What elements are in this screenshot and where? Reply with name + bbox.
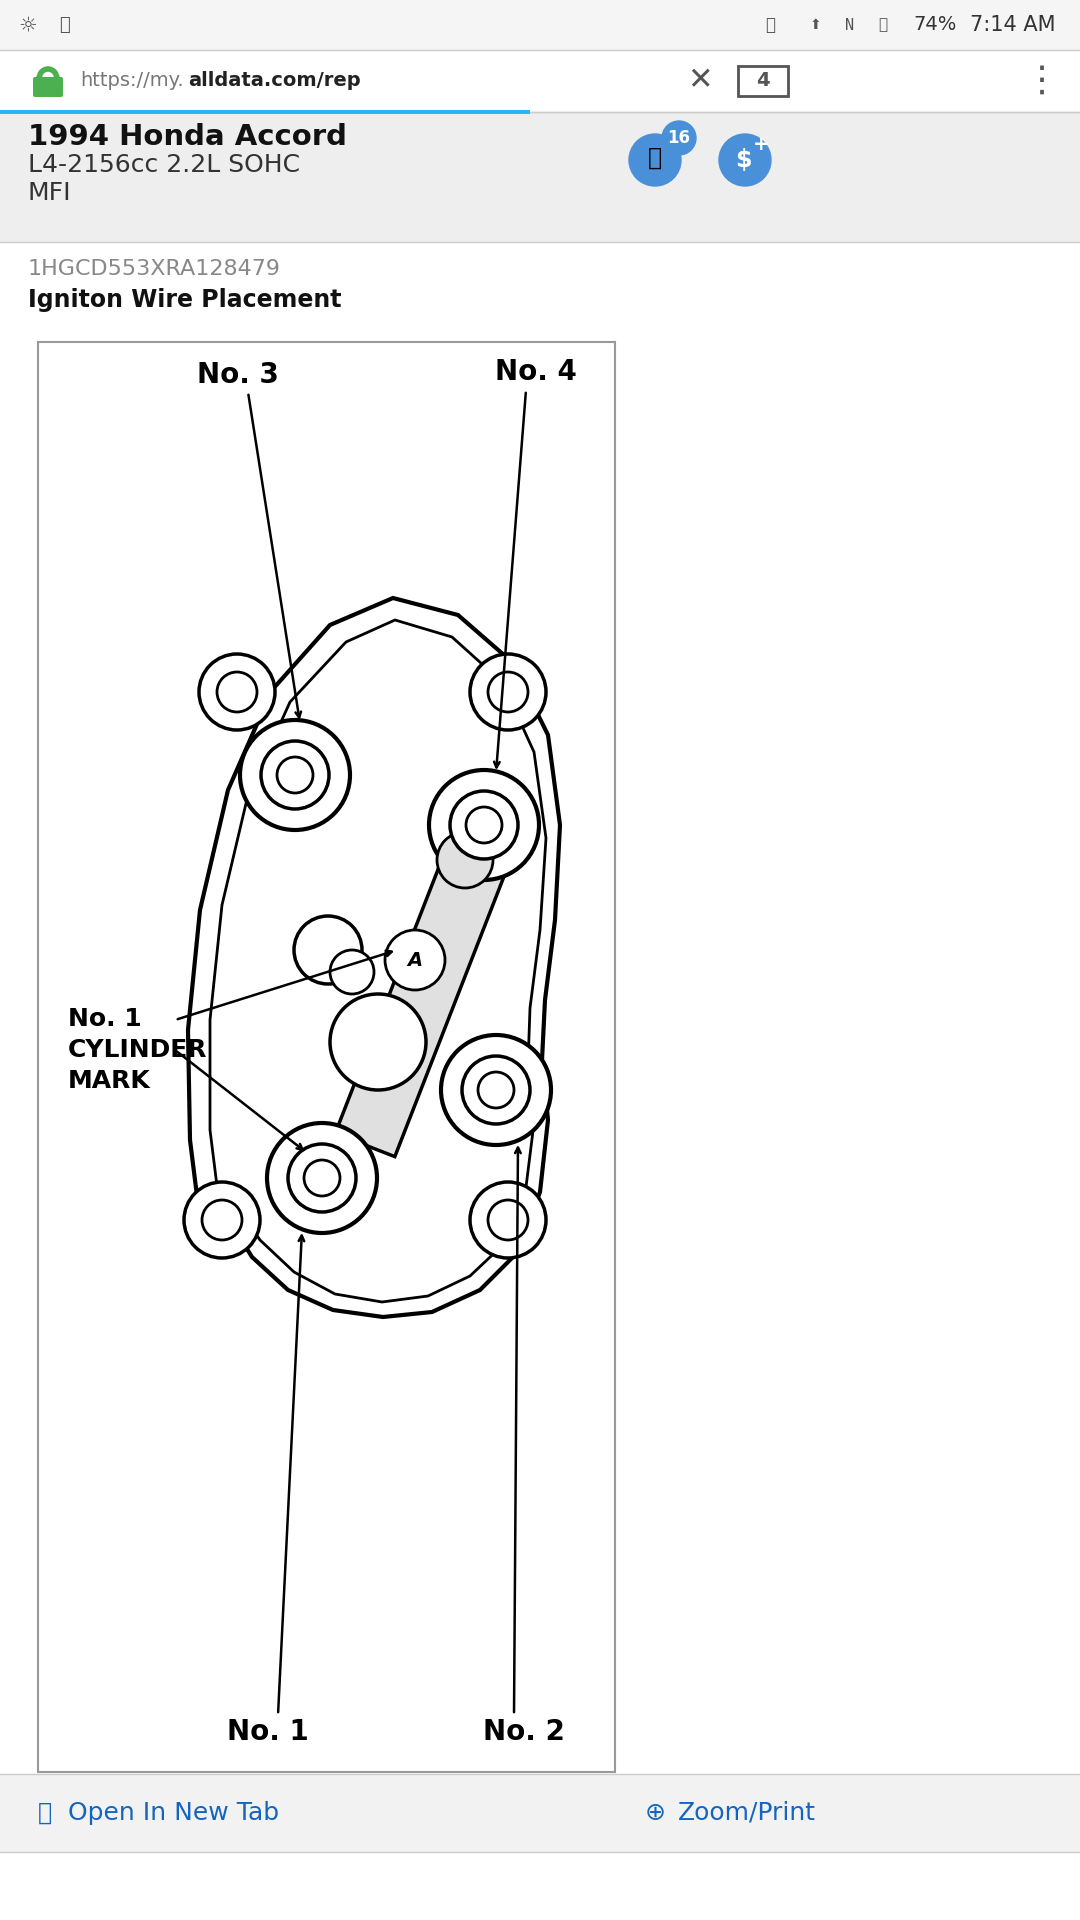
Circle shape [240, 720, 350, 829]
Circle shape [294, 916, 362, 983]
Circle shape [288, 1144, 356, 1212]
Circle shape [470, 1183, 546, 1258]
Text: Zoom/Print: Zoom/Print [678, 1801, 816, 1826]
Polygon shape [210, 620, 546, 1302]
FancyBboxPatch shape [0, 111, 1080, 242]
Circle shape [488, 672, 528, 712]
Text: N: N [846, 17, 854, 33]
Text: Igniton Wire Placement: Igniton Wire Placement [28, 288, 341, 311]
Circle shape [429, 770, 539, 879]
FancyBboxPatch shape [0, 242, 1080, 340]
Circle shape [462, 1056, 530, 1123]
Circle shape [217, 672, 257, 712]
FancyBboxPatch shape [38, 342, 615, 1772]
Circle shape [629, 134, 681, 186]
Circle shape [276, 756, 313, 793]
Text: ⎙: ⎙ [38, 1801, 52, 1826]
Text: 1994 Honda Accord: 1994 Honda Accord [28, 123, 347, 152]
Text: 🚗: 🚗 [59, 15, 70, 35]
Text: No. 4: No. 4 [495, 357, 577, 386]
Text: ⬆: ⬆ [809, 17, 821, 33]
Text: alldata.com/rep: alldata.com/rep [188, 71, 361, 90]
Text: No. 2: No. 2 [483, 1718, 565, 1745]
Circle shape [199, 655, 275, 730]
FancyBboxPatch shape [0, 1774, 1080, 1853]
Text: 📶: 📶 [878, 17, 888, 33]
Text: 1HGCD553XRA128479: 1HGCD553XRA128479 [28, 259, 281, 278]
Polygon shape [335, 843, 508, 1156]
Text: $: $ [734, 148, 752, 173]
Text: No. 3: No. 3 [197, 361, 279, 390]
Text: Open In New Tab: Open In New Tab [68, 1801, 279, 1826]
Text: 💬: 💬 [648, 146, 662, 171]
Text: No. 1
CYLINDER
MARK: No. 1 CYLINDER MARK [68, 1008, 207, 1092]
Text: ☼: ☼ [18, 15, 38, 35]
Text: 74%: 74% [914, 15, 957, 35]
Text: 7:14 AM: 7:14 AM [970, 15, 1055, 35]
Circle shape [330, 950, 374, 995]
Text: ⋮: ⋮ [1024, 63, 1061, 98]
Circle shape [267, 1123, 377, 1233]
Circle shape [465, 806, 502, 843]
Circle shape [184, 1183, 260, 1258]
FancyBboxPatch shape [33, 77, 63, 98]
Circle shape [202, 1200, 242, 1240]
Text: L4-2156cc 2.2L SOHC: L4-2156cc 2.2L SOHC [28, 154, 300, 177]
Circle shape [303, 1160, 340, 1196]
Text: MFI: MFI [28, 180, 71, 205]
FancyBboxPatch shape [0, 50, 1080, 111]
Text: A: A [407, 950, 422, 970]
Text: 4: 4 [756, 71, 770, 90]
Circle shape [384, 929, 445, 991]
Circle shape [478, 1071, 514, 1108]
Text: https://my.: https://my. [80, 71, 184, 90]
FancyBboxPatch shape [0, 0, 1080, 50]
Text: ⊕: ⊕ [645, 1801, 666, 1826]
Circle shape [437, 831, 492, 887]
Circle shape [450, 791, 518, 858]
FancyBboxPatch shape [0, 109, 530, 113]
Text: +: + [753, 134, 769, 154]
Circle shape [719, 134, 771, 186]
Text: 🔋: 🔋 [765, 15, 775, 35]
Circle shape [330, 995, 426, 1091]
Circle shape [488, 1200, 528, 1240]
Circle shape [470, 655, 546, 730]
Text: No. 1: No. 1 [227, 1718, 309, 1745]
Circle shape [261, 741, 329, 808]
Circle shape [441, 1035, 551, 1144]
Text: 16: 16 [667, 129, 690, 148]
Polygon shape [188, 597, 561, 1317]
Text: ✕: ✕ [687, 67, 713, 96]
Circle shape [662, 121, 696, 156]
